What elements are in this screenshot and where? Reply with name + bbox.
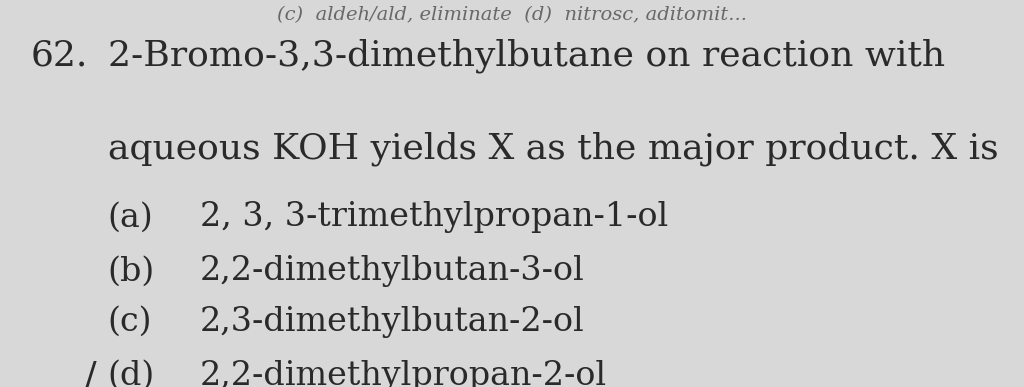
Text: (b): (b) (108, 255, 155, 288)
Text: /: / (84, 360, 96, 387)
Text: (c)  aldeh/ald, eliminate  (d)  nitrosc, aditomit...: (c) aldeh/ald, eliminate (d) nitrosc, ad… (278, 6, 746, 24)
Text: 2,3-dimethylbutan-2-ol: 2,3-dimethylbutan-2-ol (200, 306, 585, 338)
Text: 2-Bromo-3,3-dimethylbutane on reaction with: 2-Bromo-3,3-dimethylbutane on reaction w… (108, 39, 945, 73)
Text: (a): (a) (108, 201, 154, 233)
Text: aqueous KOH yields X as the major product. X is: aqueous KOH yields X as the major produc… (108, 132, 998, 166)
Text: 62.: 62. (31, 39, 88, 73)
Text: 2, 3, 3-trimethylpropan-1-ol: 2, 3, 3-trimethylpropan-1-ol (200, 201, 668, 233)
Text: 2,2-dimethylbutan-3-ol: 2,2-dimethylbutan-3-ol (200, 255, 585, 288)
Text: (d): (d) (108, 360, 155, 387)
Text: 2,2-dimethylpropan-2-ol: 2,2-dimethylpropan-2-ol (200, 360, 607, 387)
Text: (c): (c) (108, 306, 152, 338)
